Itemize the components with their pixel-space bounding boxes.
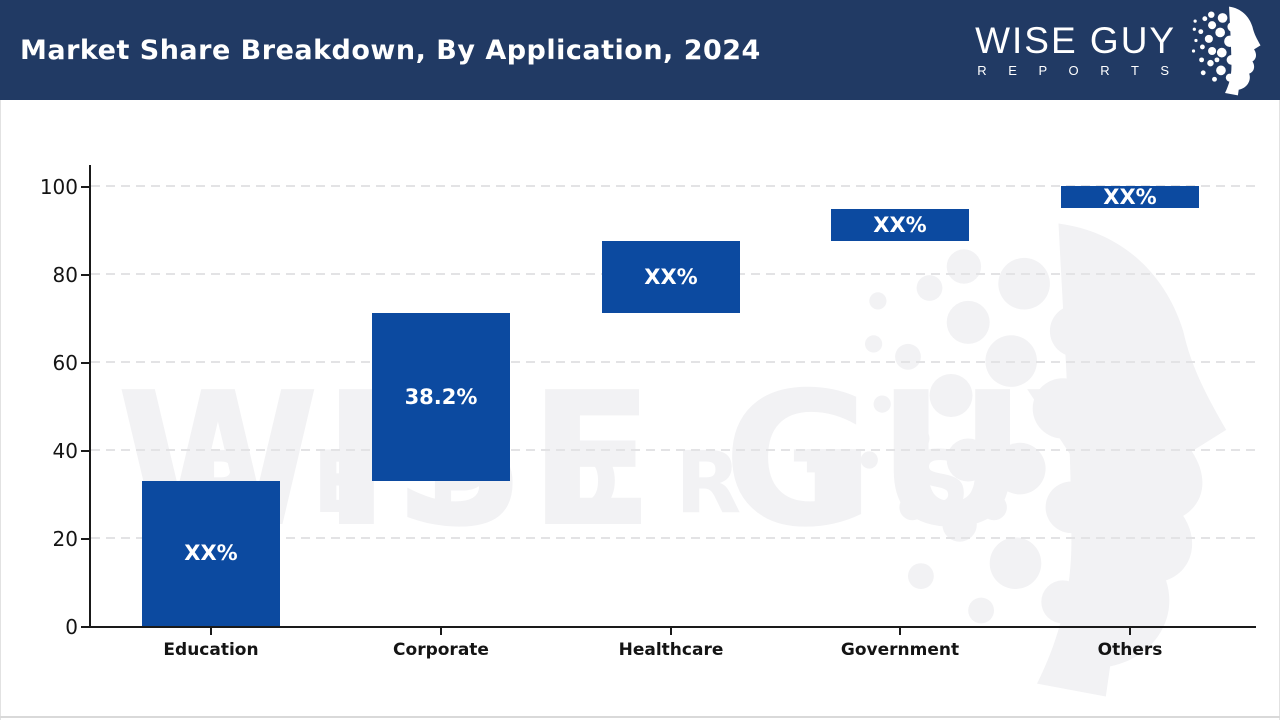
- y-tick-100: [81, 186, 89, 188]
- watermark-face-icon: [860, 223, 1227, 697]
- y-tick-40: [81, 450, 89, 452]
- bar-label-government: XX%: [873, 212, 927, 237]
- chart-area: WISE GUY REPORTS 0 20 40 60 80 100 XX% 38.2% XX%…: [0, 100, 1280, 720]
- x-tick-others: [1129, 628, 1131, 635]
- category-label-healthcare: Healthcare: [618, 640, 724, 660]
- bar-education: XX%: [142, 480, 280, 626]
- page-bottom-border: [0, 716, 1280, 718]
- bar-corporate: 38.2%: [372, 312, 510, 481]
- category-label-government: Government: [840, 640, 960, 660]
- brand-subtext: R E P O R T S: [977, 63, 1178, 78]
- x-tick-government: [899, 628, 901, 635]
- bar-government: XX%: [831, 208, 969, 241]
- x-tick-healthcare: [670, 628, 672, 635]
- bar-label-education: XX%: [184, 541, 238, 566]
- bar-healthcare: XX%: [602, 241, 740, 313]
- gridline-40: [91, 449, 1256, 451]
- gridline-60: [91, 361, 1256, 363]
- gridline-20: [91, 537, 1256, 539]
- y-axis-line: [89, 165, 91, 628]
- page-title: Market Share Breakdown, By Application, …: [20, 34, 761, 66]
- watermark-subtext: REPORTS: [190, 433, 1027, 533]
- x-tick-corporate: [440, 628, 442, 635]
- x-axis-line: [87, 626, 1256, 628]
- y-tick-60: [81, 362, 89, 364]
- category-label-corporate: Corporate: [393, 640, 489, 660]
- y-tick-label-80: 80: [52, 263, 78, 287]
- y-tick-label-60: 60: [52, 351, 78, 375]
- bar-label-corporate: 38.2%: [404, 384, 478, 409]
- y-tick-label-0: 0: [65, 615, 78, 639]
- y-tick-20: [81, 538, 89, 540]
- gridline-100: [91, 185, 1256, 187]
- bar-others: XX%: [1061, 185, 1199, 209]
- x-tick-education: [210, 628, 212, 635]
- y-tick-label-20: 20: [52, 527, 78, 551]
- category-label-education: Education: [163, 640, 259, 660]
- y-tick-0: [81, 626, 89, 628]
- header-bar: Market Share Breakdown, By Application, …: [0, 0, 1280, 100]
- bar-label-others: XX%: [1103, 185, 1157, 209]
- y-tick-label-100: 100: [39, 175, 78, 199]
- brand-logo-text: WISE GUY R E P O R T S: [973, 22, 1178, 78]
- category-label-others: Others: [1097, 640, 1163, 660]
- brand-wordmark: WISE GUY: [975, 20, 1177, 61]
- left-border: [0, 100, 1, 720]
- bar-label-healthcare: XX%: [644, 264, 698, 289]
- brand-logo: WISE GUY R E P O R T S: [973, 0, 1266, 100]
- y-tick-label-40: 40: [52, 439, 78, 463]
- brand-face-icon: [1191, 6, 1261, 96]
- y-tick-80: [81, 274, 89, 276]
